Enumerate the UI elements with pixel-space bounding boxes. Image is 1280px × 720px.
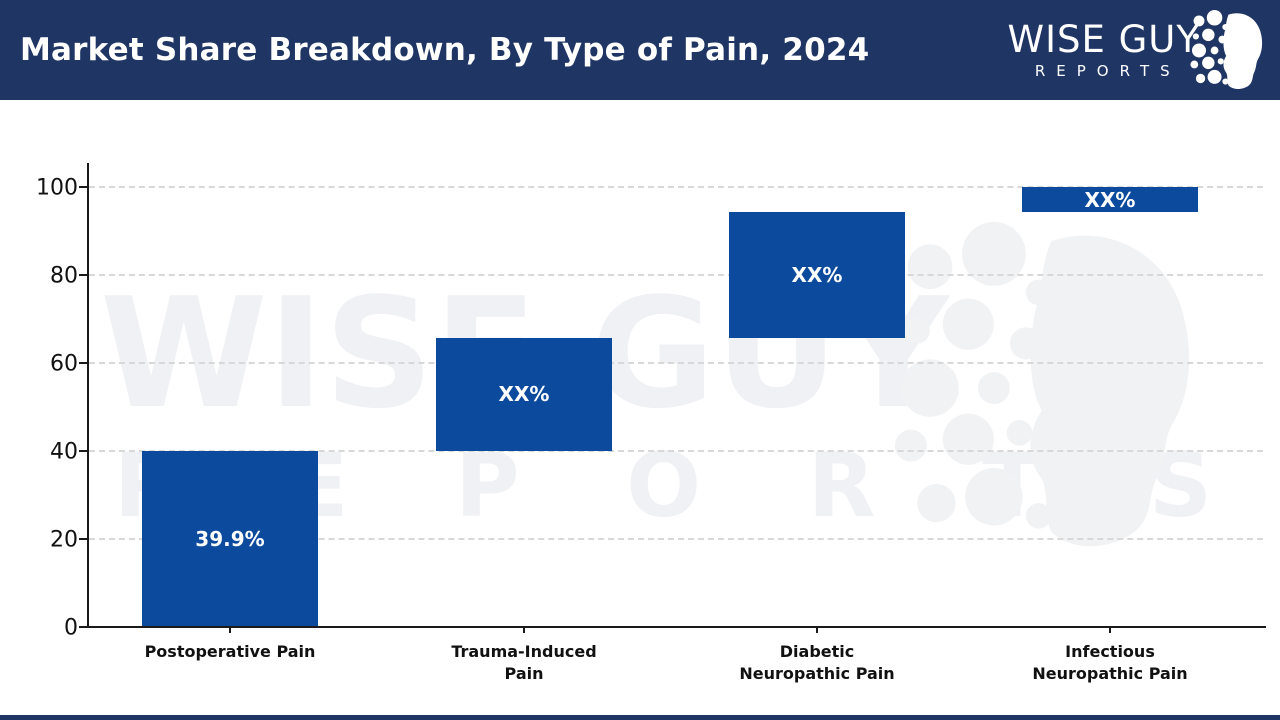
brand-logo-text: WISE GUY REPORTS xyxy=(1007,18,1200,80)
xtick-mark-3 xyxy=(816,627,818,633)
ytick-label-0: 0 xyxy=(64,615,78,641)
xtick-mark-1 xyxy=(229,627,231,633)
bar-segment-4: XX% xyxy=(1022,187,1198,213)
footer-accent-bar xyxy=(0,715,1280,720)
gridline-100 xyxy=(89,185,1263,188)
ytick-label-60: 60 xyxy=(50,351,78,377)
ytick-label-100: 100 xyxy=(36,175,78,200)
bar-segment-3: XX% xyxy=(729,212,905,339)
bar-value-label: XX% xyxy=(1084,187,1136,212)
bar-value-label: XX% xyxy=(498,382,550,407)
category-label-1: Postoperative Pain xyxy=(144,642,316,661)
gridline-20 xyxy=(89,537,1263,540)
ytick-mark-40 xyxy=(79,449,88,452)
category-label-3: Diabetic Neuropathic Pain xyxy=(739,642,895,683)
xtick-mark-4 xyxy=(1109,627,1111,633)
brand-subtitle: REPORTS xyxy=(1034,61,1181,80)
y-axis-line xyxy=(87,163,89,628)
header-bar: Market Share Breakdown, By Type of Pain,… xyxy=(0,0,1280,100)
bar-value-label: 39.9% xyxy=(195,527,265,552)
gridline-60 xyxy=(89,361,1263,364)
gridline-40 xyxy=(89,449,1263,452)
chart-title: Market Share Breakdown, By Type of Pain,… xyxy=(20,32,870,68)
xtick-mark-2 xyxy=(523,627,525,633)
ytick-mark-20 xyxy=(79,537,88,540)
brand-logo: WISE GUY REPORTS xyxy=(1007,8,1263,94)
ytick-label-40: 40 xyxy=(50,439,78,465)
ytick-mark-60 xyxy=(79,361,88,364)
ytick-label-80: 80 xyxy=(50,263,78,289)
bar-value-label: XX% xyxy=(791,263,843,288)
brand-name: WISE GUY xyxy=(1007,18,1200,61)
category-label-4: Infectious Neuropathic Pain xyxy=(1032,642,1188,683)
x-axis-line xyxy=(87,626,1266,628)
ytick-mark-0 xyxy=(79,626,88,628)
ytick-mark-100 xyxy=(79,185,88,188)
ytick-mark-80 xyxy=(79,273,88,276)
wiseguy-head-icon xyxy=(1190,10,1263,89)
bar-segment-2: XX% xyxy=(436,338,612,451)
category-label-2: Trauma-Induced Pain xyxy=(451,642,597,683)
ytick-label-20: 20 xyxy=(50,527,78,553)
bar-segment-1: 39.9% xyxy=(142,451,318,627)
gridline-80 xyxy=(89,273,1263,276)
